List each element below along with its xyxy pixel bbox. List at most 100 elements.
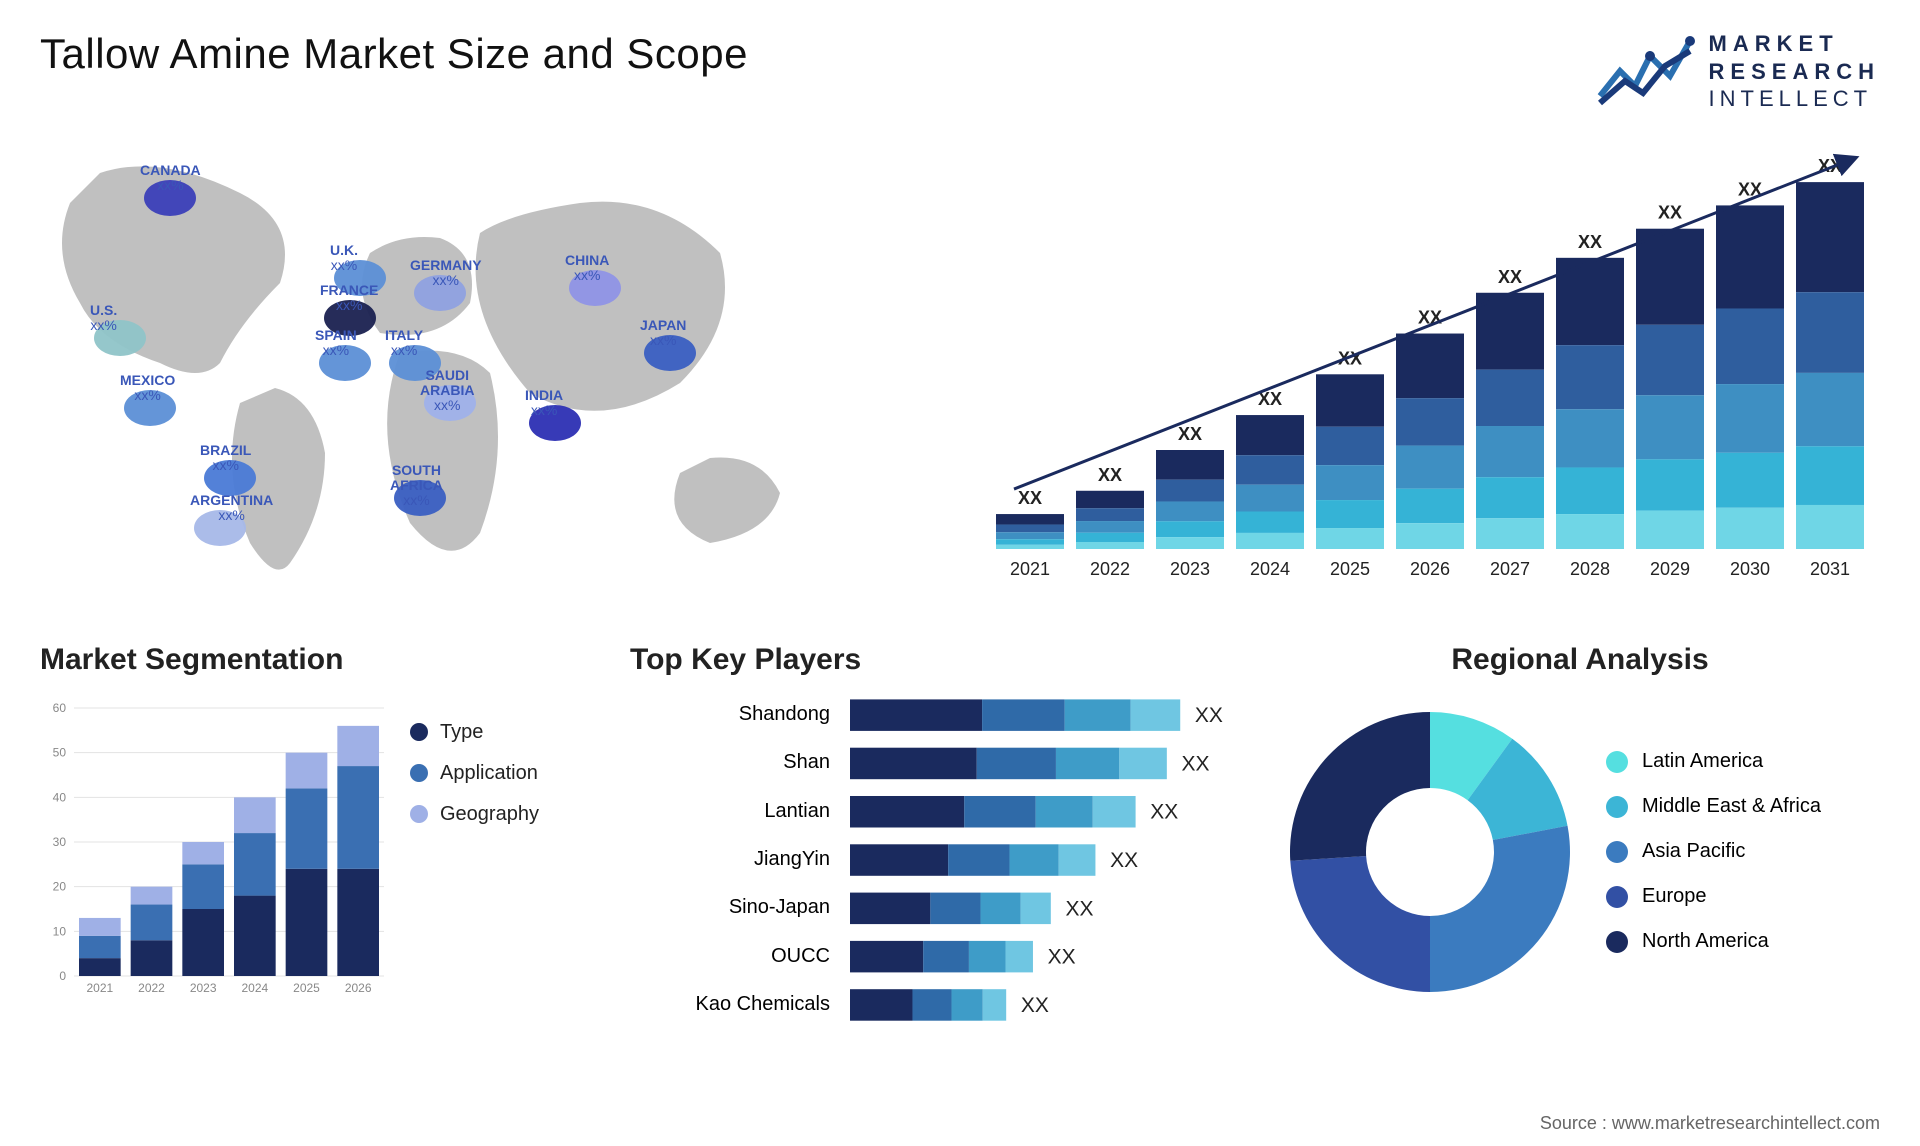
legend-item: Middle East & Africa [1606,795,1821,818]
svg-text:20: 20 [53,879,67,893]
player-label: Sino-Japan [729,896,830,919]
brand-logo: MARKET RESEARCH INTELLECT [1595,30,1880,113]
legend-label: Geography [440,803,539,826]
svg-text:XX: XX [1018,488,1042,508]
svg-text:XX: XX [1578,231,1602,251]
legend-item: Europe [1606,885,1821,908]
top-row: CANADAxx%U.S.xx%MEXICOxx%BRAZILxx%ARGENT… [40,133,1880,613]
svg-text:2025: 2025 [293,981,320,995]
key-players-panel: Top Key Players ShandongShanLantianJiang… [630,643,1270,1013]
svg-text:40: 40 [53,790,67,804]
svg-text:30: 30 [53,835,67,849]
legend-item: North America [1606,930,1821,953]
legend-swatch [410,805,428,823]
svg-text:2031: 2031 [1810,559,1850,579]
legend-item: Latin America [1606,750,1821,773]
players-labels: ShandongShanLantianJiangYinSino-JapanOUC… [630,691,830,1029]
svg-text:2024: 2024 [1250,559,1290,579]
map-label: SPAINxx% [315,328,357,359]
map-label: CANADAxx% [140,163,201,194]
legend-label: Europe [1642,885,1707,908]
legend-swatch [1606,796,1628,818]
map-label: U.K.xx% [330,243,358,274]
svg-text:XX: XX [1110,848,1138,871]
legend-label: Application [440,762,538,785]
legend-swatch [410,764,428,782]
bottom-row: Market Segmentation 0 10 20 30 40 50 60 2021 202… [40,643,1880,1013]
map-label: CHINAxx% [565,253,609,284]
svg-text:XX: XX [1182,752,1210,775]
logo-line1: MARKET [1709,30,1880,58]
svg-text:0: 0 [59,969,66,983]
regional-panel: Regional Analysis Latin America Middle E… [1280,643,1880,1013]
logo-icon [1595,31,1695,111]
svg-text:XX: XX [1658,202,1682,222]
svg-text:2023: 2023 [190,981,217,995]
legend-swatch [1606,841,1628,863]
svg-text:50: 50 [53,745,67,759]
source-text: Source : www.marketresearchintellect.com [1540,1113,1880,1134]
player-label: Kao Chemicals [695,993,830,1016]
legend-item: Application [410,762,539,785]
regional-legend: Latin America Middle East & Africa Asia … [1606,750,1821,953]
svg-text:2026: 2026 [345,981,372,995]
svg-text:2021: 2021 [86,981,113,995]
player-label: OUCC [771,945,830,968]
header: Tallow Amine Market Size and Scope MARKE… [40,30,1880,113]
svg-text:2028: 2028 [1570,559,1610,579]
svg-text:60: 60 [53,701,67,715]
svg-text:10: 10 [53,924,67,938]
legend-label: Type [440,721,483,744]
map-label: SAUDIARABIAxx% [420,368,474,414]
growth-chart-panel: XX2021XX2022XX2023XX2024XX2025XX2026XX20… [980,133,1880,613]
player-label: JiangYin [754,848,830,871]
logo-line2: RESEARCH [1709,58,1880,86]
players-chart: XXXXXXXXXXXXXX [850,691,1270,1029]
legend-swatch [410,723,428,741]
legend-label: Middle East & Africa [1642,795,1821,818]
svg-text:XX: XX [1150,800,1178,823]
map-label: U.S.xx% [90,303,117,334]
map-label: INDIAxx% [525,388,563,419]
map-label: ITALYxx% [385,328,423,359]
map-label: ARGENTINAxx% [190,493,273,524]
segmentation-title: Market Segmentation [40,643,620,677]
legend-item: Type [410,721,539,744]
svg-text:XX: XX [1498,266,1522,286]
page-title: Tallow Amine Market Size and Scope [40,30,748,78]
map-label: BRAZILxx% [200,443,251,474]
svg-text:2023: 2023 [1170,559,1210,579]
svg-text:2021: 2021 [1010,559,1050,579]
map-label: GERMANYxx% [410,258,482,289]
legend-label: Latin America [1642,750,1763,773]
svg-text:2030: 2030 [1730,559,1770,579]
segmentation-legend: Type Application Geography [410,691,539,1013]
svg-text:2026: 2026 [1410,559,1450,579]
segmentation-chart: 0102030405060202120222023202420252026 [40,691,390,1013]
legend-swatch [1606,931,1628,953]
regional-donut [1280,702,1580,1002]
svg-text:XX: XX [1178,424,1202,444]
legend-item: Asia Pacific [1606,840,1821,863]
legend-label: North America [1642,930,1769,953]
world-map-panel: CANADAxx%U.S.xx%MEXICOxx%BRAZILxx%ARGENT… [40,133,940,613]
player-label: Shandong [739,703,830,726]
svg-text:2029: 2029 [1650,559,1690,579]
svg-text:XX: XX [1066,897,1094,920]
logo-line3: INTELLECT [1709,85,1880,113]
legend-label: Asia Pacific [1642,840,1745,863]
growth-chart: XX2021XX2022XX2023XX2024XX2025XX2026XX20… [980,133,1880,593]
svg-text:2022: 2022 [1090,559,1130,579]
segmentation-panel: Market Segmentation 0 10 20 30 40 50 60 2021 202… [40,643,620,1013]
legend-item: Geography [410,803,539,826]
svg-text:2027: 2027 [1490,559,1530,579]
map-label: JAPANxx% [640,318,686,349]
player-label: Shan [783,751,830,774]
svg-text:2022: 2022 [138,981,165,995]
map-label: FRANCExx% [320,283,378,314]
key-players-title: Top Key Players [630,643,1270,677]
svg-text:XX: XX [1098,464,1122,484]
svg-text:XX: XX [1021,993,1049,1016]
map-label: SOUTHAFRICAxx% [390,463,443,509]
svg-text:XX: XX [1048,945,1076,968]
